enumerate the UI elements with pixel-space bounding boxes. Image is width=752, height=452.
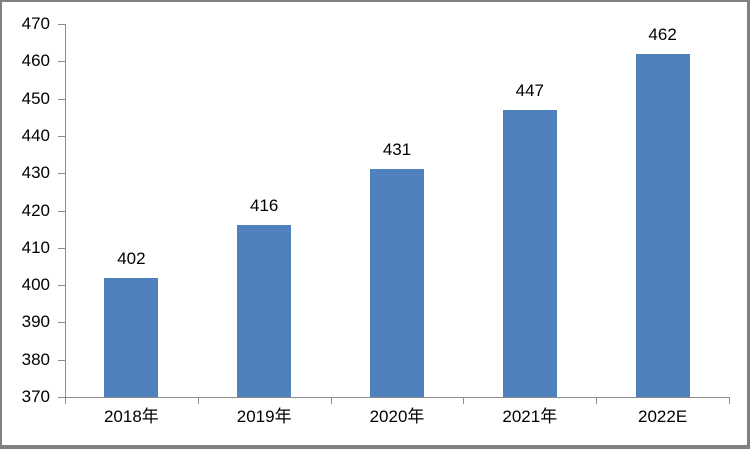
bar-value-label: 416 [250,196,279,216]
y-axis-tick [58,135,65,137]
bar-chart: 470 460 450 440 430 420 410 400 390 380 370 402 2018… [2,2,747,445]
y-axis-line [65,24,66,397]
y-axis-tick [58,98,65,100]
x-axis-tick [463,398,465,404]
bar [370,169,424,397]
x-axis-tick [197,398,199,404]
bar [502,109,557,397]
x-axis-tick [65,398,66,404]
y-axis-tick [58,247,65,249]
bar-value-label: 402 [117,248,146,268]
y-axis-tick [58,210,65,212]
bar-value-label: 462 [648,24,677,44]
y-tick-label: 390 [21,312,50,332]
x-axis-line [65,397,730,398]
y-axis-tick [58,24,65,25]
y-tick-label: 440 [21,125,50,145]
y-axis-tick [58,61,65,63]
y-tick-label: 470 [21,14,50,33]
y-axis-tick [58,397,65,398]
y-axis-tick [58,285,65,287]
y-tick-label: 410 [21,237,50,257]
x-tick-label: 2019年 [236,407,292,426]
y-tick-label: 430 [21,163,50,183]
x-tick-label: 2020年 [369,407,425,426]
bar-value-label: 431 [382,140,412,160]
y-tick-label: 450 [21,88,50,108]
y-axis-tick [58,359,65,361]
x-axis-tick [330,398,332,404]
x-axis-tick [729,398,730,404]
bar [635,53,690,397]
x-axis-tick [596,398,598,404]
y-axis-tick [58,173,65,175]
y-axis-tick [58,322,65,324]
y-tick-label: 460 [21,51,50,71]
bar-value-label: 447 [515,80,544,100]
y-tick-label: 380 [21,349,50,369]
x-tick-label: 2018年 [103,407,159,426]
y-tick-label: 420 [21,200,50,220]
bar [237,225,292,397]
y-tick-label: 370 [21,387,50,406]
x-tick-label: 2021年 [502,407,558,426]
y-tick-label: 400 [21,275,50,295]
bar [104,277,159,397]
x-tick-label: 2022E [638,407,688,426]
